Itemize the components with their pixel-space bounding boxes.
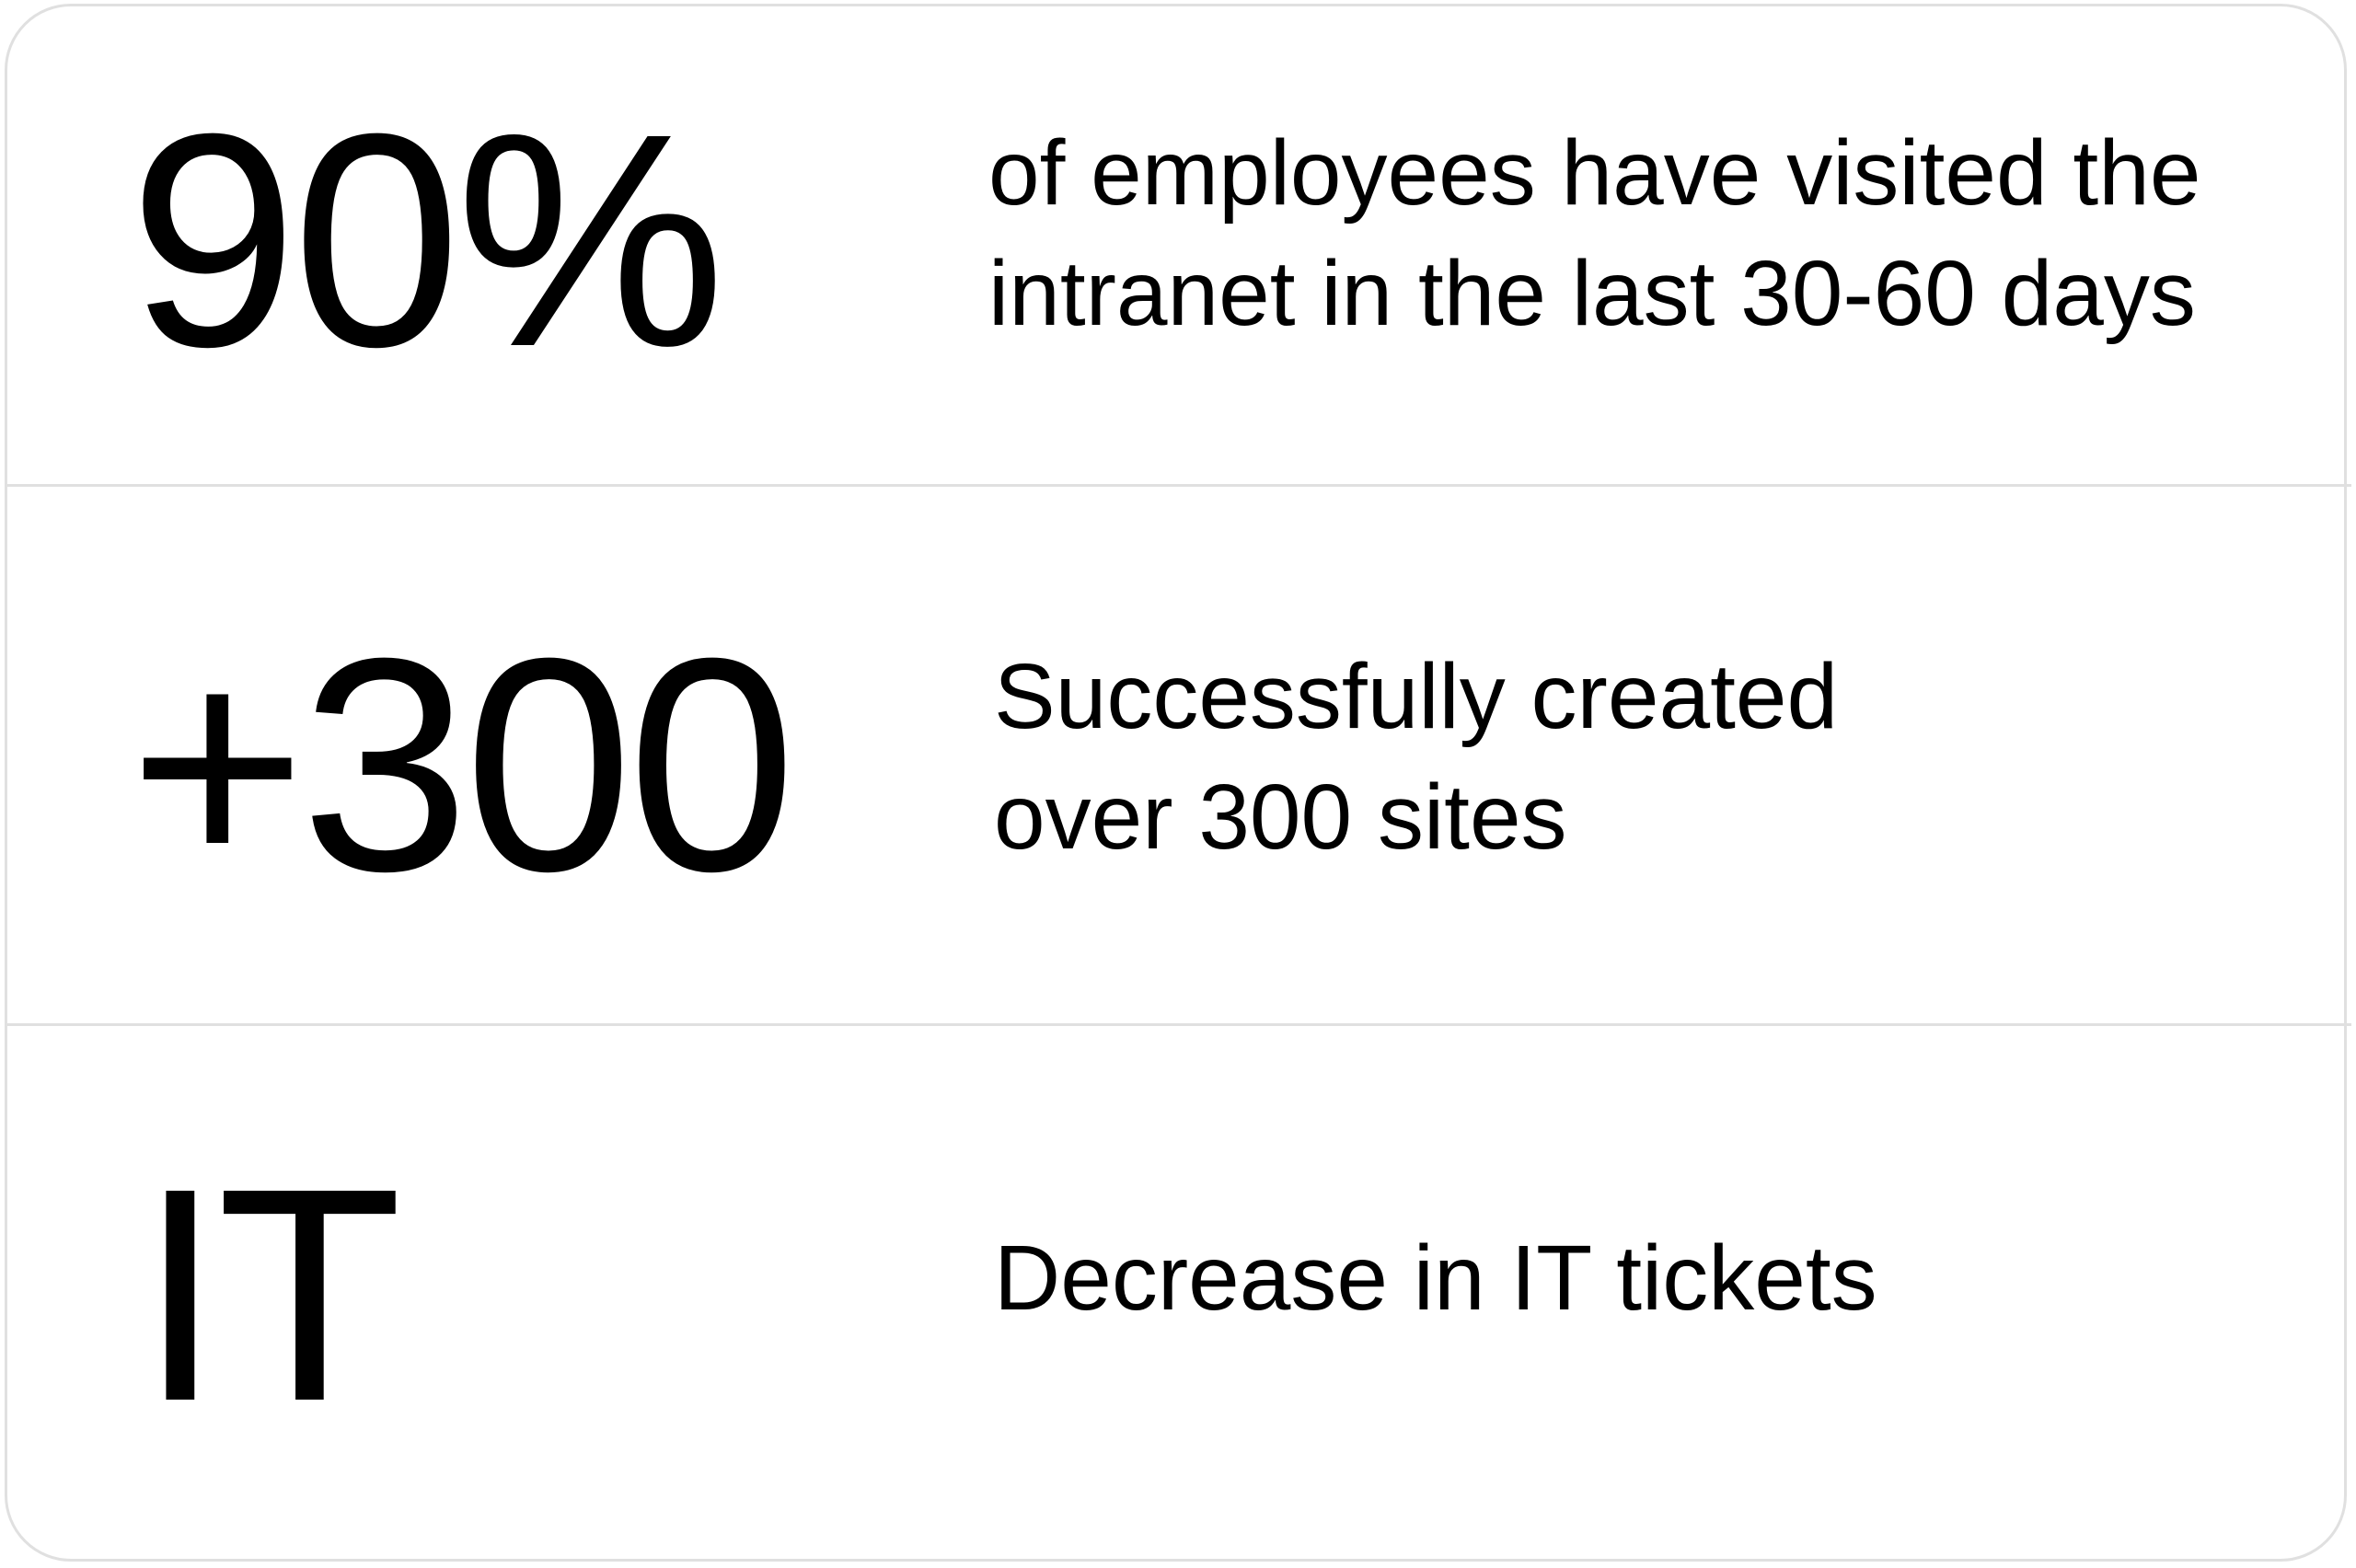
row-divider [5,1023,2351,1026]
row-divider [5,484,2351,487]
stat-value-employees: 90% [129,70,725,409]
stat-value-it: IT [138,1124,402,1464]
stat-description-it: Decrease in IT tickets [994,1227,1877,1330]
stat-description-employees: of employees have visited the intranet i… [988,121,2201,345]
stats-card [5,4,2347,1562]
stat-value-sites: +300 [129,594,796,934]
stat-description-sites: Successfully created over 300 sites [994,645,1839,869]
